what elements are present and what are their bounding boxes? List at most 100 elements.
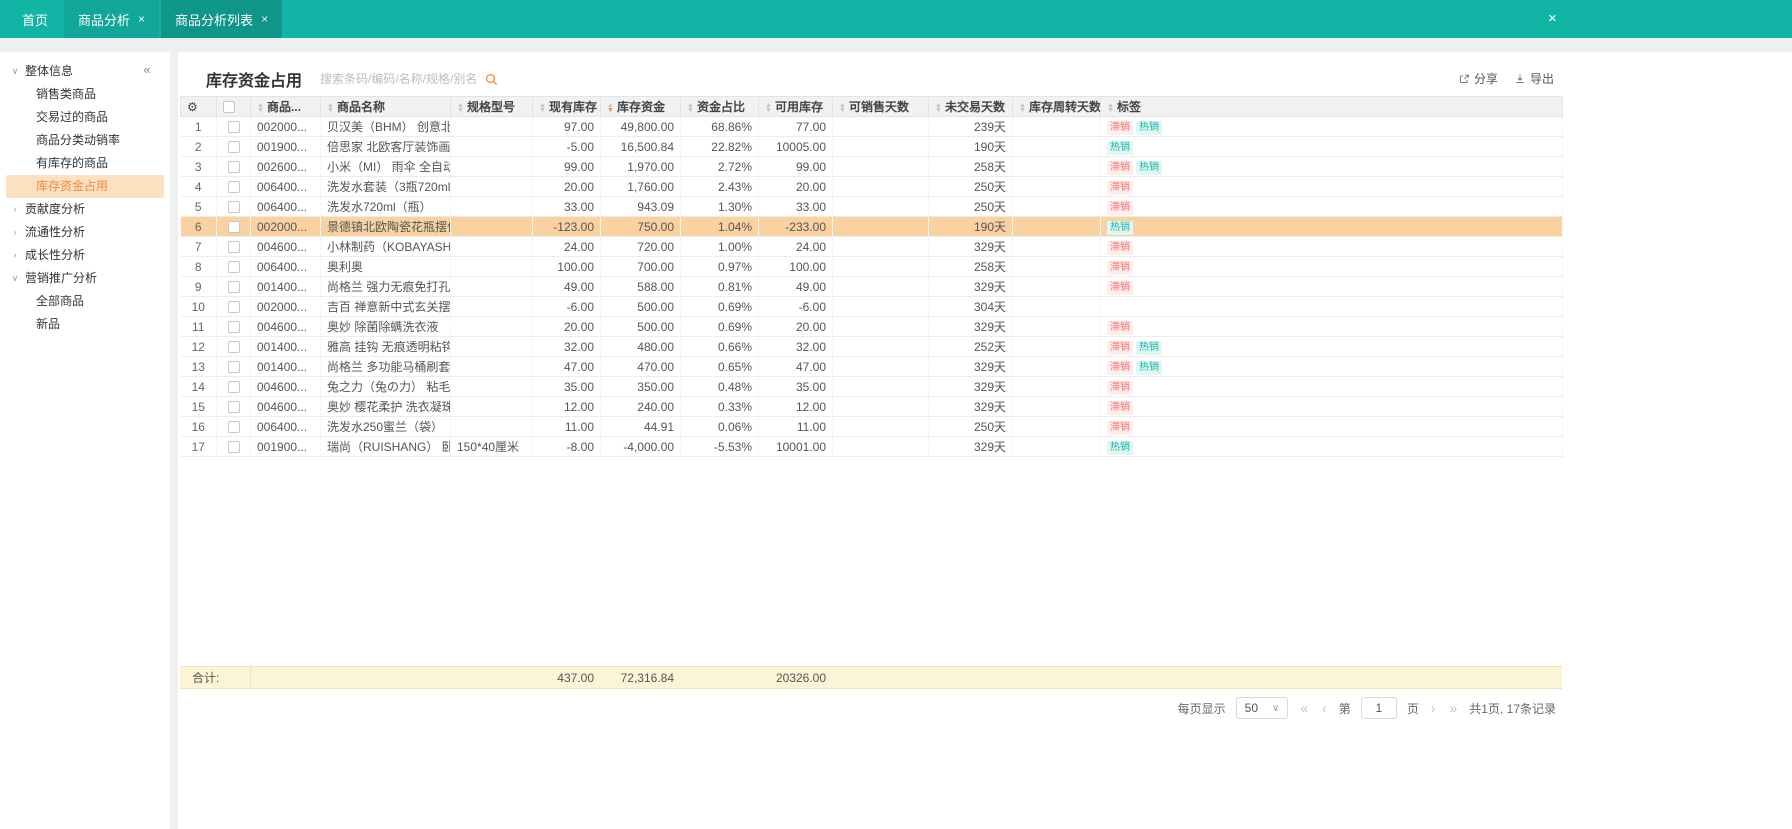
column-header-turnover_days[interactable]: ▲ ▼ 库存周转天数	[1012, 96, 1101, 117]
table-row[interactable]: 16 006400... 洗发水250蜜兰（袋） 11.00 44.91 0.06% 11.…	[180, 416, 1563, 437]
sidebar-item-有库存的商品[interactable]: 有库存的商品	[36, 156, 109, 170]
column-header-ratio[interactable]: ▲ ▼ 资金占比	[680, 96, 759, 117]
cell-name: 奥妙 除菌除螨洗衣液	[320, 316, 451, 337]
row-checkbox[interactable]	[227, 401, 240, 414]
select-all-checkbox[interactable]	[223, 101, 235, 114]
column-header-available[interactable]: ▲ ▼ 可用库存	[758, 96, 833, 117]
sidebar-group-成长性分析[interactable]: › 成长性分析	[0, 244, 170, 267]
sidebar-collapse-button[interactable]: «	[143, 62, 151, 77]
tab-close-icon[interactable]: ×	[138, 12, 146, 26]
table-row[interactable]: 11 004600... 奥妙 除菌除螨洗衣液 20.00 500.00 0.69% 20.…	[180, 316, 1563, 337]
sort-icons: ▲ ▼	[457, 102, 464, 114]
table-row[interactable]: 6 002000...景德镇北欧陶瓷花瓶摆件 优 -123.00750.001.04…	[180, 216, 1563, 237]
row-checkbox[interactable]	[227, 421, 240, 434]
row-checkbox[interactable]	[227, 261, 240, 274]
row-checkbox[interactable]	[227, 121, 240, 134]
tab-close-icon[interactable]: ×	[261, 12, 269, 26]
cell-no_trade_days: 329天	[928, 356, 1013, 377]
column-header-fund[interactable]: ▲ ▼ 库存资金	[600, 96, 681, 117]
row-index: 3	[180, 156, 217, 177]
share-button[interactable]: 分享	[1458, 70, 1498, 87]
cell-name: 小林制药（KOBAYASHI） 日	[320, 236, 451, 257]
table-row[interactable]: 17 001900...瑞尚（RUISHANG） 卧室浴150*40厘米-8.00…	[180, 436, 1563, 457]
chevron-down-icon: ∨	[11, 273, 19, 283]
row-checkbox[interactable]	[227, 241, 240, 254]
column-header-tags[interactable]: ▲ ▼ 标签	[1100, 96, 1563, 117]
tag-badge: 滞销	[1107, 380, 1133, 395]
row-checkbox[interactable]	[227, 141, 240, 154]
sidebar-group-营销推广分析[interactable]: ∨ 营销推广分析	[0, 267, 170, 290]
cell-available: 32.00	[758, 336, 833, 357]
first-page-button[interactable]: «	[1300, 700, 1309, 716]
row-checkbox[interactable]	[227, 441, 240, 454]
sidebar-item-全部商品[interactable]: 全部商品	[36, 294, 85, 308]
sidebar-group-贡献度分析[interactable]: › 贡献度分析	[0, 198, 170, 221]
cell-tags: 滞销	[1100, 256, 1563, 277]
sidebar-item-库存资金占用[interactable]: 库存资金占用	[6, 175, 164, 198]
table-row[interactable]: 8 006400... 奥利奥 100.00 700.00 0.97% 100.00 258天…	[180, 256, 1563, 277]
column-header-no_trade_days[interactable]: ▲ ▼ 未交易天数	[928, 96, 1013, 117]
column-header-name[interactable]: ▲ ▼ 商品名称	[320, 96, 451, 117]
sidebar-item-商品分类动销率[interactable]: 商品分类动销率	[36, 133, 121, 147]
row-checkbox[interactable]	[227, 281, 240, 294]
row-index: 5	[180, 196, 217, 217]
column-header-spec[interactable]: ▲ ▼ 规格型号	[450, 96, 533, 117]
prev-page-button[interactable]: ‹	[1322, 700, 1327, 716]
row-checkbox[interactable]	[227, 381, 240, 394]
sidebar-item-交易过的商品[interactable]: 交易过的商品	[36, 110, 109, 124]
export-label: 导出	[1529, 72, 1554, 86]
column-settings-icon[interactable]: ⚙	[180, 96, 217, 117]
row-checkbox[interactable]	[227, 221, 240, 234]
tag-badge: 滞销	[1107, 420, 1133, 435]
tab-商品分析[interactable]: 商品分析 ×	[64, 0, 160, 38]
table-row[interactable]: 1 002000...贝汉美（BHM） 创意北欧陶瓷 97.0049,800.006…	[180, 116, 1563, 137]
sort-desc-icon: ▼	[935, 106, 942, 114]
column-label: 可销售天数	[848, 100, 909, 114]
sort-desc-icon: ▼	[457, 106, 464, 114]
row-checkbox[interactable]	[227, 301, 240, 314]
sidebar-item-新品[interactable]: 新品	[36, 317, 61, 331]
sort-asc-icon: ▲	[935, 101, 942, 109]
search-icon[interactable]	[484, 72, 499, 87]
next-page-button[interactable]: ›	[1430, 700, 1436, 716]
cell-code: 001900...	[250, 436, 321, 457]
page-label-suffix: 页	[1406, 701, 1419, 716]
cell-tags: 滞销	[1100, 416, 1563, 437]
tab-商品分析列表[interactable]: 商品分析列表 ×	[161, 0, 283, 38]
page-number-input[interactable]	[1360, 697, 1397, 719]
export-button[interactable]: 导出	[1514, 70, 1554, 87]
row-checkbox[interactable]	[227, 341, 240, 354]
sidebar-item-销售类商品[interactable]: 销售类商品	[36, 87, 97, 101]
cell-code: 006400...	[250, 176, 321, 197]
cell-fund: 1,760.00	[600, 176, 681, 197]
search-input[interactable]	[318, 71, 479, 87]
cell-available: 20.00	[758, 316, 833, 337]
row-checkbox[interactable]	[227, 181, 240, 194]
table-row[interactable]: 2 001900...倍思家 北欧客厅装饰画卧室 -5.0016,500.8422.…	[180, 136, 1563, 157]
page-size-select[interactable]: 50 ∨	[1235, 697, 1289, 719]
row-checkbox[interactable]	[227, 361, 240, 374]
cell-sale_days	[832, 236, 929, 257]
last-page-button[interactable]: »	[1449, 700, 1458, 716]
sidebar-group-整体信息[interactable]: ∨ 整体信息	[0, 60, 170, 83]
row-checkbox[interactable]	[227, 201, 240, 214]
column-header-sale_days[interactable]: ▲ ▼ 可销售天数	[832, 96, 929, 117]
sidebar-group-流通性分析[interactable]: › 流通性分析	[0, 221, 170, 244]
tab-首页[interactable]: 首页	[8, 0, 62, 38]
close-window-icon[interactable]: ×	[1548, 10, 1557, 27]
row-checkbox[interactable]	[227, 161, 240, 174]
row-checkbox[interactable]	[227, 321, 240, 334]
table-row[interactable]: 4006400...洗发水套装（3瓶720ml+1瓶20.001,760.002…	[180, 176, 1563, 197]
column-header-code[interactable]: ▲ ▼ 商品...	[250, 96, 321, 117]
table-row[interactable]: 5 006400... 洗发水720ml（瓶） 33.00 943.09 1.30% 33.…	[180, 196, 1563, 217]
sidebar: ∨ 整体信息销售类商品交易过的商品 商品分类动销率 有库存的商品库存资金占用 › 贡献度分…	[0, 52, 170, 829]
column-header-stock[interactable]: ▲ ▼ 现有库存	[532, 96, 601, 117]
